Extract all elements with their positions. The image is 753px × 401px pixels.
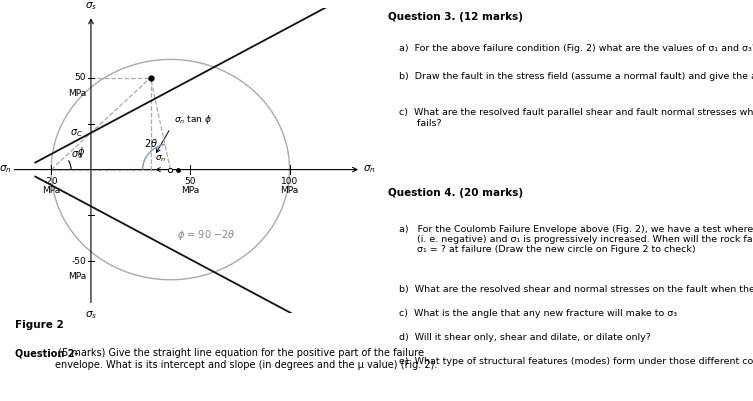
- Text: 50: 50: [75, 73, 86, 82]
- Text: $\sigma_s$: $\sigma_s$: [85, 0, 97, 12]
- Text: -20: -20: [44, 177, 59, 186]
- Text: $\sigma_0$: $\sigma_0$: [71, 149, 83, 161]
- Text: $\sigma_n$: $\sigma_n$: [0, 164, 11, 176]
- Text: MPa: MPa: [68, 89, 86, 98]
- Text: $\sigma_C$: $\sigma_C$: [70, 127, 83, 139]
- Text: $\sigma_n$ tan $\phi$: $\sigma_n$ tan $\phi$: [175, 113, 212, 126]
- Text: MPa: MPa: [42, 186, 60, 195]
- Text: Question 4. (20 marks): Question 4. (20 marks): [388, 188, 523, 198]
- Text: a)   For the Coulomb Failure Envelope above (Fig. 2), we have a test where σ₃ = : a) For the Coulomb Failure Envelope abov…: [399, 225, 753, 254]
- Text: (5 marks) Give the straight line equation for the positive part of the failure
e: (5 marks) Give the straight line equatio…: [54, 348, 437, 370]
- Text: c)  What is the angle that any new fracture will make to σ₃: c) What is the angle that any new fractu…: [399, 309, 677, 318]
- Text: $\sigma_n$: $\sigma_n$: [363, 164, 376, 176]
- Text: $\phi$: $\phi$: [77, 145, 85, 158]
- Text: $\phi$ = 90 $-2\theta$: $\phi$ = 90 $-2\theta$: [177, 228, 236, 242]
- Text: MPa: MPa: [68, 272, 86, 282]
- Text: MPa: MPa: [280, 186, 299, 195]
- Text: Figure 2: Figure 2: [15, 320, 63, 330]
- Text: a)  For the above failure condition (Fig. 2) what are the values of σ₁ and σ₃?: a) For the above failure condition (Fig.…: [399, 44, 753, 53]
- Text: d)  Will it shear only, shear and dilate, or dilate only?: d) Will it shear only, shear and dilate,…: [399, 333, 651, 342]
- Text: 100: 100: [281, 177, 298, 186]
- Text: 50: 50: [184, 177, 196, 186]
- Text: e)  What type of structural features (modes) form under those different conditio: e) What type of structural features (mod…: [399, 357, 753, 366]
- Text: $\sigma_n$: $\sigma_n$: [155, 154, 166, 164]
- Text: b)  Draw the fault in the stress field (assume a normal fault) and give the angl: b) Draw the fault in the stress field (a…: [399, 72, 753, 81]
- Text: MPa: MPa: [181, 186, 200, 195]
- Text: $2\theta$: $2\theta$: [144, 138, 157, 150]
- Text: $\sigma_s$: $\sigma_s$: [85, 309, 97, 321]
- Text: Question 2-: Question 2-: [15, 348, 78, 358]
- Text: c)  What are the resolved fault parallel shear and fault normal stresses when th: c) What are the resolved fault parallel …: [399, 108, 753, 128]
- Text: b)  What are the resolved shear and normal stresses on the fault when the rock f: b) What are the resolved shear and norma…: [399, 285, 753, 294]
- Text: -50: -50: [72, 257, 86, 266]
- Text: Question 3. (12 marks): Question 3. (12 marks): [388, 12, 523, 22]
